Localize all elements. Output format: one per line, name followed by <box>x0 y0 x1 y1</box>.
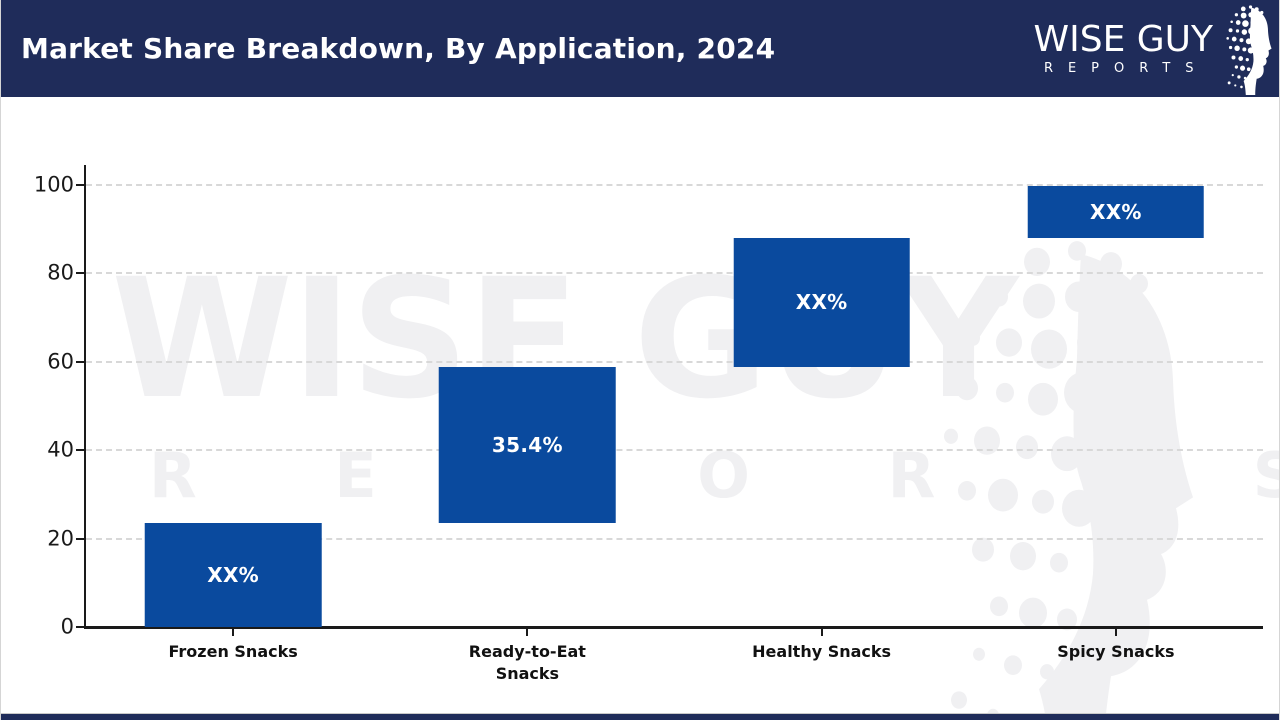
dotted-face-icon <box>1226 4 1272 95</box>
y-tick-label-40: 40 <box>47 437 74 462</box>
brand-logo: WISE GUY REPORTS <box>1034 0 1274 97</box>
gridline-20 <box>86 537 1263 540</box>
x-tick-mark-2 <box>820 628 823 636</box>
y-tick-mark-20 <box>76 537 85 540</box>
bar-segment: XX% <box>144 523 322 627</box>
x-category-label: Frozen Snacks <box>168 642 298 661</box>
y-tick-label-20: 20 <box>47 526 74 551</box>
header-bar: Market Share Breakdown, By Application, … <box>1 0 1279 97</box>
x-axis-line <box>84 626 1263 629</box>
chart-canvas: WISE GUY R E P O R T S 0 20 40 60 80 100 XX% Fr… <box>1 97 1279 713</box>
y-tick-mark-60 <box>76 360 85 363</box>
y-tick-label-100: 100 <box>33 172 74 197</box>
y-tick-mark-80 <box>76 272 85 275</box>
gridline-40 <box>86 449 1263 452</box>
x-category-label: Spicy Snacks <box>1057 642 1175 661</box>
bar-segment: XX% <box>1027 186 1205 238</box>
y-axis-line <box>84 165 86 629</box>
bar-value-label: 35.4% <box>491 432 563 457</box>
gridline-100 <box>86 184 1263 186</box>
x-tick-mark-1 <box>526 628 529 636</box>
plot-area: 0 20 40 60 80 100 XX% Frozen Snacks 35.4% Ready-t… <box>34 165 1263 683</box>
brand-name: WISE GUY <box>1033 18 1214 60</box>
page-title: Market Share Breakdown, By Application, … <box>21 32 776 65</box>
y-tick-mark-40 <box>76 449 85 452</box>
gridline-80 <box>86 272 1263 275</box>
brand-logo-text: WISE GUY REPORTS <box>1033 18 1214 76</box>
bar-value-label: XX% <box>207 563 260 588</box>
bar-value-label: XX% <box>795 290 848 315</box>
brand-subname: REPORTS <box>1043 60 1209 76</box>
x-tick-mark-0 <box>232 628 235 636</box>
bar-segment: 35.4% <box>439 366 616 524</box>
y-tick-mark-100 <box>76 184 85 186</box>
gridline-60 <box>86 360 1263 363</box>
footer-bar <box>1 713 1279 720</box>
bar-segment: XX% <box>733 237 910 367</box>
y-tick-label-60: 60 <box>47 349 74 374</box>
x-tick-mark-3 <box>1114 628 1117 636</box>
x-category-label: Healthy Snacks <box>752 642 892 661</box>
watermark-face-icon <box>944 241 1193 713</box>
y-tick-label-80: 80 <box>47 260 74 285</box>
y-tick-mark-0 <box>76 626 85 628</box>
bar-value-label: XX% <box>1089 199 1142 224</box>
x-category-label: Ready-to-Eat Snacks <box>468 642 586 683</box>
y-tick-label-0: 0 <box>60 614 74 639</box>
